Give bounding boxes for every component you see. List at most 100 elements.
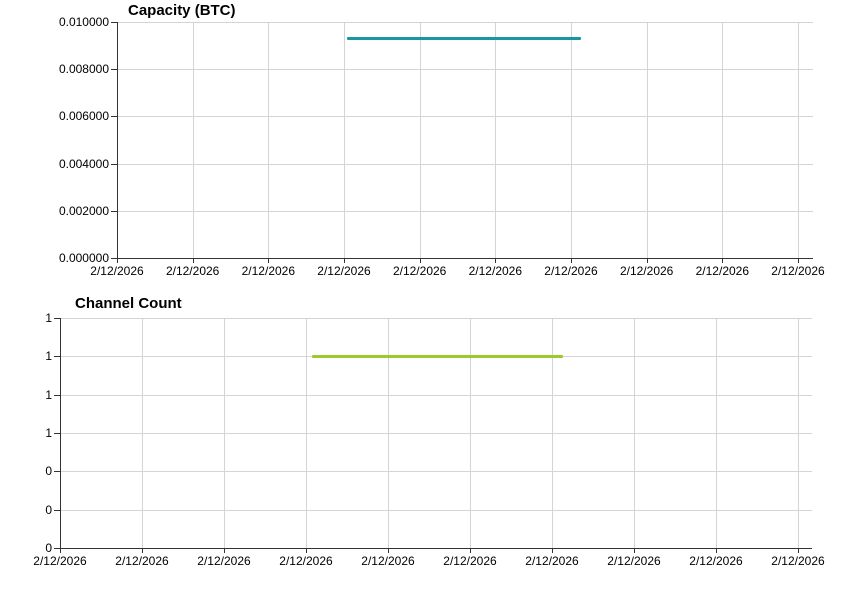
- x-axis-label: 2/12/2026: [165, 264, 220, 278]
- y-tick-mark: [54, 509, 60, 511]
- x-tick-mark: [552, 548, 553, 553]
- y-axis-label: 0.006000: [58, 109, 109, 124]
- x-axis-label: 2/12/2026: [525, 554, 579, 568]
- x-tick-mark: [344, 258, 345, 263]
- series-line-channel-count: [311, 355, 564, 358]
- x-axis-label: 2/12/2026: [317, 264, 371, 278]
- x-axis-label: 2/12/2026: [544, 264, 598, 278]
- capacity-chart-title: Capacity (BTC): [128, 2, 236, 19]
- x-axis-label: 2/12/2026: [361, 554, 415, 568]
- h-gridline: [117, 210, 813, 212]
- v-gridline: [224, 318, 225, 548]
- x-tick-mark: [495, 258, 497, 263]
- x-tick-mark: [60, 548, 61, 553]
- x-tick-mark: [798, 548, 799, 553]
- v-gridline: [646, 22, 648, 258]
- h-gridline: [60, 394, 812, 396]
- x-tick-mark: [571, 258, 572, 263]
- y-axis-label: 0.004000: [58, 156, 109, 171]
- x-tick-mark: [192, 258, 194, 263]
- x-tick-mark: [142, 548, 143, 553]
- y-tick-mark: [111, 116, 117, 118]
- v-gridline: [495, 22, 497, 258]
- y-tick-mark: [54, 471, 60, 473]
- y-axis-label: 1: [45, 311, 52, 325]
- y-axis-line: [60, 318, 61, 548]
- x-axis-label: 2/12/2026: [279, 554, 333, 568]
- v-gridline: [634, 318, 635, 548]
- x-tick-mark: [268, 258, 270, 263]
- y-tick-mark: [111, 22, 117, 23]
- y-axis-label: 0.000000: [58, 251, 109, 265]
- v-gridline: [470, 318, 471, 548]
- y-tick-mark: [111, 210, 117, 212]
- x-axis-line: [60, 548, 812, 549]
- y-axis-label: 0: [45, 464, 52, 479]
- x-axis-label: 2/12/2026: [619, 264, 674, 278]
- series-line-capacity-btc: [347, 37, 581, 41]
- x-axis-label: 2/12/2026: [468, 264, 523, 278]
- channel-count-chart: Channel Count 1 1 1 1 0 0 0 2/12/2026 2/12/2026 2…: [0, 295, 860, 600]
- v-gridline: [344, 22, 345, 258]
- x-tick-mark: [716, 548, 717, 553]
- x-axis-label: 2/12/2026: [197, 554, 251, 568]
- v-gridline: [419, 22, 421, 258]
- v-gridline: [716, 318, 717, 548]
- v-gridline: [571, 22, 572, 258]
- x-axis-label: 2/12/2026: [771, 554, 825, 568]
- x-tick-mark: [798, 258, 799, 263]
- y-tick-mark: [111, 258, 117, 259]
- x-tick-mark: [646, 258, 648, 263]
- y-tick-mark: [111, 163, 117, 165]
- y-axis-label: 1: [45, 349, 52, 364]
- x-tick-mark: [306, 548, 307, 553]
- y-axis-label: 1: [45, 426, 52, 440]
- y-tick-mark: [54, 356, 60, 358]
- x-axis-label: 2/12/2026: [90, 264, 144, 278]
- v-gridline: [798, 22, 799, 258]
- y-tick-mark: [111, 69, 117, 71]
- x-tick-mark: [419, 258, 421, 263]
- v-gridline: [268, 22, 270, 258]
- x-axis-label: 2/12/2026: [771, 264, 825, 278]
- v-gridline: [552, 318, 553, 548]
- y-tick-mark: [54, 394, 60, 396]
- h-gridline: [60, 318, 812, 319]
- y-tick-mark: [54, 433, 60, 434]
- v-gridline: [388, 318, 389, 548]
- h-gridline: [60, 509, 812, 511]
- h-gridline: [60, 433, 812, 434]
- x-tick-mark: [634, 548, 635, 553]
- h-gridline: [60, 471, 812, 473]
- y-axis-label: 0.008000: [58, 62, 109, 77]
- x-axis-label: 2/12/2026: [115, 554, 169, 568]
- y-axis-line: [117, 22, 118, 258]
- x-tick-mark: [224, 548, 225, 553]
- x-tick-mark: [388, 548, 389, 553]
- x-tick-mark: [722, 258, 724, 263]
- v-gridline: [306, 318, 307, 548]
- x-axis-label: 2/12/2026: [689, 554, 743, 568]
- x-axis-label: 2/12/2026: [607, 554, 661, 568]
- capacity-chart: Capacity (BTC) 0.010000 0.008000 0.006000 0…: [0, 0, 860, 295]
- h-gridline: [117, 69, 813, 71]
- y-axis-label: 0: [45, 502, 52, 517]
- y-axis-label: 0.002000: [58, 203, 109, 218]
- v-gridline: [722, 22, 724, 258]
- y-tick-mark: [54, 548, 60, 549]
- y-tick-mark: [54, 318, 60, 319]
- v-gridline: [192, 22, 194, 258]
- x-axis-line: [117, 258, 813, 259]
- y-axis-label: 0: [45, 541, 52, 555]
- x-axis-label: 2/12/2026: [443, 554, 497, 568]
- v-gridline: [142, 318, 143, 548]
- x-axis-label: 2/12/2026: [33, 554, 87, 568]
- x-axis-label: 2/12/2026: [392, 264, 447, 278]
- h-gridline: [117, 116, 813, 118]
- y-axis-label: 0.010000: [58, 15, 109, 29]
- channel-count-chart-title: Channel Count: [75, 295, 182, 312]
- x-tick-mark: [117, 258, 118, 263]
- h-gridline: [117, 22, 813, 23]
- x-axis-label: 2/12/2026: [241, 264, 296, 278]
- y-axis-label: 1: [45, 387, 52, 402]
